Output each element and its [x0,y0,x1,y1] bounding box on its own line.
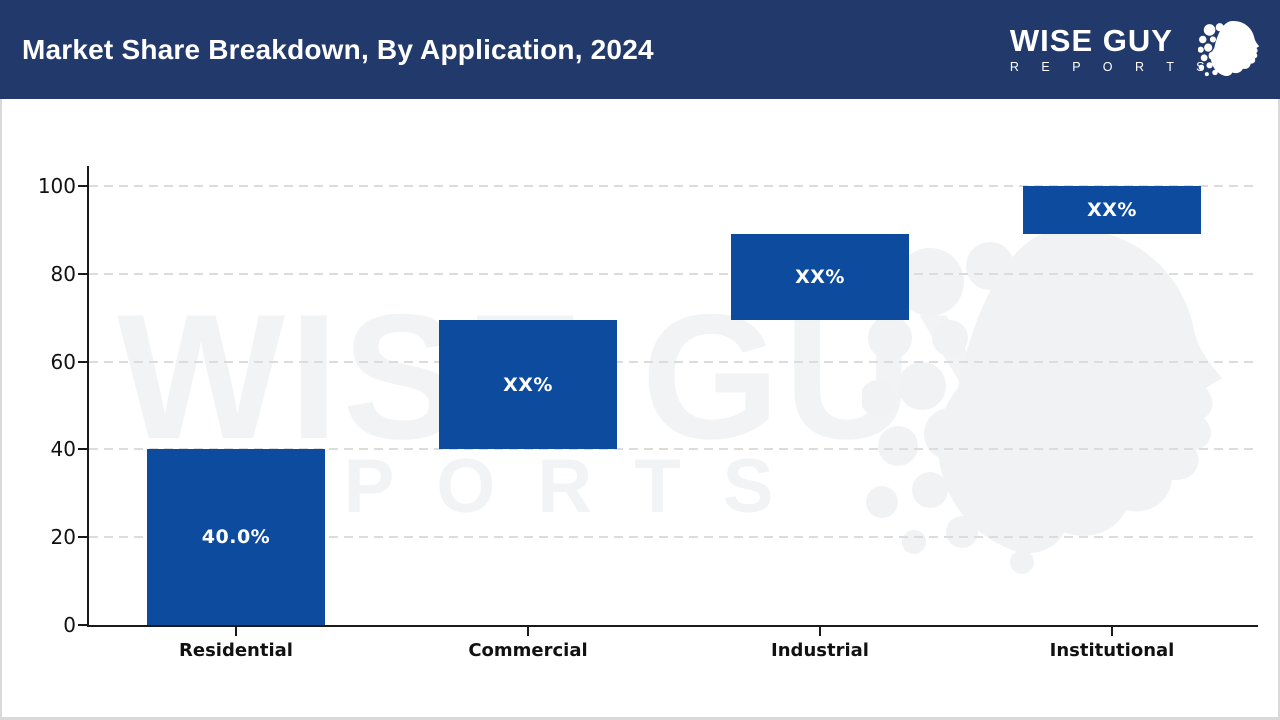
header-bar: Market Share Breakdown, By Application, … [0,0,1280,99]
bar-label-industrial: XX% [795,266,845,289]
y-axis-spine [87,166,89,627]
bar-commercial: XX% [439,320,617,450]
logo-face-icon [1198,20,1260,76]
y-tick-label-20: 20 [50,525,76,550]
bar-institutional: XX% [1023,186,1201,235]
gridline-y100 [89,185,1258,187]
x-tick-label-3: Institutional [1049,640,1175,661]
y-tick-label-0: 0 [63,613,76,637]
bar-label-institutional: XX% [1087,199,1137,222]
gridline-y40 [89,448,1258,451]
bar-label-residential: 40.0% [201,526,271,549]
y-tick-label-100: 100 [37,174,76,198]
x-tick-label-0: Residential [179,640,293,661]
gridline-y60 [89,360,1258,363]
logo-text-line2: R E P O R T S [1009,60,1214,75]
logo-text: WISE GUY R E P O R T S [1009,22,1214,75]
x-tick-label-2: Industrial [771,640,869,661]
y-tick-mark-20 [78,536,87,539]
x-tick-mark-2 [819,627,821,636]
y-tick-label-80: 80 [50,261,76,286]
y-tick-mark-0 [78,624,87,626]
y-tick-mark-60 [78,360,87,363]
y-tick-mark-100 [78,185,87,187]
wise-guy-reports-logo: WISE GUY R E P O R T S [1010,9,1266,91]
y-tick-label-60: 60 [50,349,76,374]
x-axis-spine [87,625,1258,627]
page-title: Market Share Breakdown, By Application, … [22,33,654,65]
x-tick-mark-1 [527,627,529,636]
x-tick-label-1: Commercial [468,640,588,661]
x-tick-mark-3 [1111,627,1113,636]
gridline-y20 [89,536,1258,539]
watermark-face-icon [862,229,1222,574]
bar-industrial: XX% [731,234,909,321]
y-tick-label-40: 40 [50,437,76,462]
y-tick-mark-40 [78,448,87,451]
bar-residential: 40.0% [147,449,325,625]
bar-label-commercial: XX% [503,373,553,396]
logo-text-line1: WISE GUY [1009,22,1173,58]
x-tick-mark-0 [235,627,237,636]
gridline-y80 [89,272,1258,275]
y-tick-mark-80 [78,272,87,275]
